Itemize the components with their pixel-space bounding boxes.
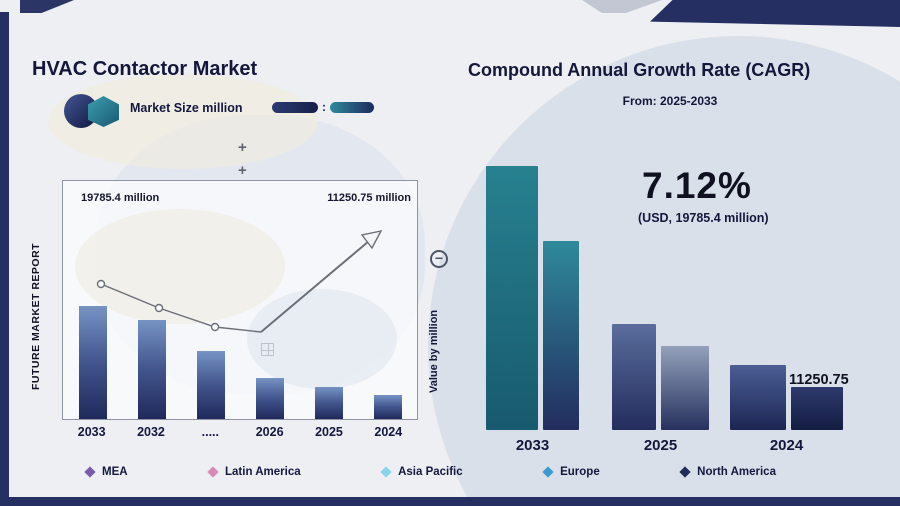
pill-separator: : — [322, 100, 326, 114]
legend-label: MEA — [102, 466, 128, 478]
circle-minus-icon: − — [430, 250, 448, 268]
bar-2025-series-1 — [612, 324, 656, 430]
x-label-2024: 2024 — [769, 437, 804, 454]
bar-2024 — [373, 395, 402, 419]
navy-pill-shape — [272, 102, 318, 113]
region-legend: MEA Latin America Asia Pacific Europe North … — [84, 466, 776, 478]
market-size-legend-label: Market Size million — [130, 101, 243, 115]
bar-2032 — [137, 320, 166, 419]
corner-navy-band-decoration — [650, 0, 900, 27]
legend-diamond-icon — [207, 466, 219, 478]
bar-2033 — [78, 306, 107, 419]
panel-blob-decoration — [75, 209, 285, 324]
left-chart-max-value-label: 19785.4 million — [81, 192, 160, 204]
left-bar-slot — [299, 279, 358, 419]
x-label-2033: 2033 — [77, 425, 106, 439]
bar-2033-series-2 — [543, 241, 579, 430]
bar-2025 — [314, 387, 343, 419]
right-chart-subtitle: From: 2025-2033 — [622, 94, 718, 108]
left-chart-bars — [63, 279, 417, 419]
cagr-value: 7.12% — [642, 165, 752, 206]
bar-2024-series-2 — [791, 387, 843, 430]
bar-2026 — [255, 378, 284, 419]
right-chart-title: Compound Annual Growth Rate (CAGR) — [468, 60, 811, 80]
bar-2025-series-2 — [661, 346, 709, 430]
bar-..... — [196, 351, 225, 419]
left-chart-x-axis: 2033 2032..... 2026 2025 2024 — [62, 425, 418, 439]
bar-2024-series-1 — [730, 365, 786, 430]
legend-diamond-icon — [380, 466, 392, 478]
left-bar-slot — [181, 279, 240, 419]
legend-label: Latin America — [225, 466, 301, 478]
legend-item-europe: Europe — [542, 466, 600, 478]
legend-item-asia-pacific: Asia Pacific — [380, 466, 463, 478]
x-label-2032: 2032 — [137, 425, 165, 439]
legend-label: North America — [697, 466, 776, 478]
left-bar-slot — [358, 279, 417, 419]
market-size-icon — [64, 92, 126, 132]
left-bar-slot — [240, 279, 299, 419]
bar-2033-series-1 — [486, 166, 538, 430]
bar-value-annotation: 11250.75 — [789, 372, 849, 388]
x-label-2033: 2033 — [515, 437, 550, 454]
x-label-2024: 2024 — [374, 425, 403, 439]
scale-pills-decoration: : — [272, 100, 374, 114]
right-bar-group-2033 — [486, 166, 579, 430]
plus-decoration: + — [238, 139, 247, 156]
teal-pill-shape — [330, 102, 374, 113]
legend-item-north-america: North America — [679, 466, 776, 478]
legend-item-latin-america: Latin America — [207, 466, 301, 478]
plus-decoration: + — [238, 162, 247, 179]
legend-diamond-icon — [542, 466, 554, 478]
left-edge-bar — [0, 12, 9, 506]
left-chart-min-value-label: 11250.75 million — [327, 192, 411, 204]
x-label-.....: ..... — [201, 425, 219, 439]
right-bar-group-2024 — [730, 365, 843, 430]
trend-arrow — [96, 230, 383, 333]
grid-watermark-icon — [261, 343, 274, 356]
left-bar-slot — [63, 279, 122, 419]
left-chart-title: HVAC Contactor Market — [32, 58, 258, 80]
x-label-2025: 2025 — [643, 437, 678, 454]
x-label-2026: 2026 — [255, 425, 284, 439]
right-bar-group-2025 — [612, 324, 709, 430]
legend-label: Europe — [560, 466, 600, 478]
legend-diamond-icon — [84, 466, 96, 478]
panel-blob-decoration — [247, 289, 397, 389]
bottom-edge-bar — [0, 497, 900, 506]
legend-label: Asia Pacific — [398, 466, 463, 478]
left-bar-slot — [122, 279, 181, 419]
cagr-caption: (USD, 19785.4 million) — [638, 211, 769, 225]
left-chart-panel: 19785.4 million 11250.75 million — [62, 180, 418, 420]
legend-diamond-icon — [679, 466, 691, 478]
legend-item-mea: MEA — [84, 466, 128, 478]
x-label-2025: 2025 — [315, 425, 343, 439]
